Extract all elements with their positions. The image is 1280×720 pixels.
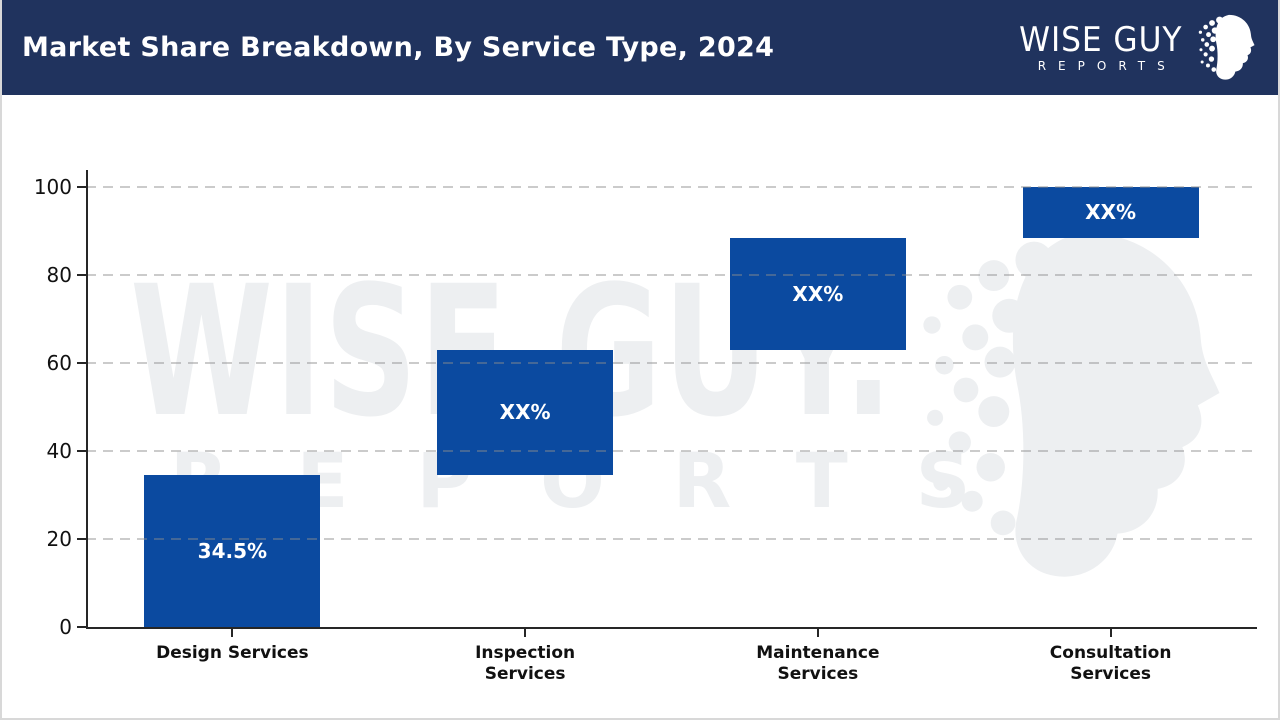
logo-subtext: REPORTS bbox=[1037, 59, 1177, 73]
chart-region: WISE GUY. REPORTS 0 20 40 60 80 100 34.5% Desig… bbox=[2, 95, 1278, 718]
y-tick-label-0: 0 bbox=[59, 615, 72, 639]
gridline-100 bbox=[86, 186, 1257, 188]
x-tick-mark-consultation-services bbox=[1109, 629, 1112, 637]
y-tick-mark-0 bbox=[77, 626, 86, 628]
x-tick-mark-inspection-services bbox=[524, 629, 527, 637]
y-tick-mark-20 bbox=[77, 538, 86, 540]
bar-value-label-design-services: 34.5% bbox=[197, 539, 268, 564]
y-tick-label-20: 20 bbox=[46, 527, 72, 551]
bar-consultation-services: XX% bbox=[1022, 187, 1199, 238]
y-tick-mark-80 bbox=[77, 274, 86, 276]
bar-value-label-consultation-services: XX% bbox=[1085, 200, 1137, 225]
y-tick-label-40: 40 bbox=[46, 439, 72, 463]
x-category-label-consultation-services: Consultation Services bbox=[1049, 643, 1172, 685]
x-category-label-design-services: Design Services bbox=[156, 643, 309, 663]
bar-design-services: 34.5% bbox=[144, 475, 321, 627]
y-tick-label-100: 100 bbox=[33, 175, 72, 199]
brand-logo: WISE GUY REPORTS bbox=[1012, 13, 1258, 83]
page-title: Market Share Breakdown, By Service Type,… bbox=[22, 32, 775, 63]
gridline-80 bbox=[86, 274, 1257, 276]
x-category-label-maintenance-services: Maintenance Services bbox=[756, 643, 880, 685]
y-axis bbox=[86, 170, 88, 629]
y-tick-label-60: 60 bbox=[46, 351, 72, 375]
bar-value-label-maintenance-services: XX% bbox=[792, 281, 844, 306]
x-tick-mark-design-services bbox=[231, 629, 234, 637]
header: Market Share Breakdown, By Service Type,… bbox=[2, 0, 1278, 95]
x-category-label-inspection-services: Inspection Services bbox=[475, 643, 576, 685]
logo-wordmark: WISE GUY bbox=[1019, 20, 1183, 60]
y-tick-label-80: 80 bbox=[46, 263, 72, 287]
bar-inspection-services: XX% bbox=[437, 349, 614, 476]
y-tick-mark-40 bbox=[77, 450, 86, 452]
gridline-40 bbox=[86, 450, 1257, 452]
bar-value-label-inspection-services: XX% bbox=[499, 400, 551, 425]
gridline-20 bbox=[86, 538, 1257, 540]
y-tick-mark-100 bbox=[77, 186, 86, 188]
x-tick-mark-maintenance-services bbox=[816, 629, 819, 637]
bar-maintenance-services: XX% bbox=[729, 237, 906, 350]
y-tick-mark-60 bbox=[77, 362, 86, 364]
face-logo-icon bbox=[1198, 14, 1255, 80]
logo-wordmark-block: WISE GUY REPORTS bbox=[1012, 23, 1190, 72]
gridline-60 bbox=[86, 362, 1257, 364]
x-axis bbox=[86, 627, 1257, 629]
